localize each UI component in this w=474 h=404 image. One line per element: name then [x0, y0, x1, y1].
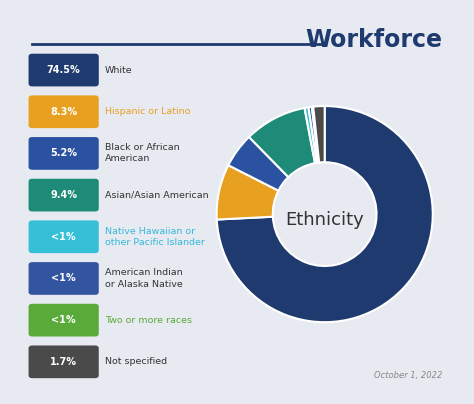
FancyBboxPatch shape	[28, 304, 99, 337]
Text: 5.2%: 5.2%	[50, 148, 77, 158]
Wedge shape	[304, 107, 317, 163]
Text: Black or African
American: Black or African American	[105, 143, 180, 164]
Text: 8.3%: 8.3%	[50, 107, 77, 117]
Text: <1%: <1%	[51, 232, 76, 242]
FancyBboxPatch shape	[28, 137, 99, 170]
Text: 9.4%: 9.4%	[50, 190, 77, 200]
Text: <1%: <1%	[51, 274, 76, 284]
FancyBboxPatch shape	[28, 262, 99, 295]
Text: Two or more races: Two or more races	[105, 316, 192, 325]
Text: American Indian
or Alaska Native: American Indian or Alaska Native	[105, 268, 182, 288]
Text: White: White	[105, 65, 133, 75]
Wedge shape	[309, 107, 319, 163]
Wedge shape	[228, 137, 288, 191]
Text: Not specified: Not specified	[105, 357, 167, 366]
Text: October 1, 2022: October 1, 2022	[374, 370, 442, 380]
Wedge shape	[312, 107, 319, 163]
Text: Ethnicity: Ethnicity	[285, 210, 364, 229]
Text: Asian/Asian American: Asian/Asian American	[105, 191, 209, 200]
Text: <1%: <1%	[51, 315, 76, 325]
Text: 74.5%: 74.5%	[47, 65, 81, 75]
FancyBboxPatch shape	[28, 179, 99, 211]
Text: Workforce: Workforce	[305, 28, 442, 53]
Wedge shape	[217, 106, 433, 322]
Wedge shape	[217, 165, 278, 219]
FancyBboxPatch shape	[28, 221, 99, 253]
Text: Native Hawaiian or
other Pacific Islander: Native Hawaiian or other Pacific Islande…	[105, 227, 205, 247]
Text: 1.7%: 1.7%	[50, 357, 77, 367]
FancyBboxPatch shape	[28, 95, 99, 128]
FancyBboxPatch shape	[28, 54, 99, 86]
Wedge shape	[249, 108, 315, 177]
Text: Hispanic or Latino: Hispanic or Latino	[105, 107, 190, 116]
FancyBboxPatch shape	[28, 345, 99, 378]
Wedge shape	[313, 106, 325, 162]
